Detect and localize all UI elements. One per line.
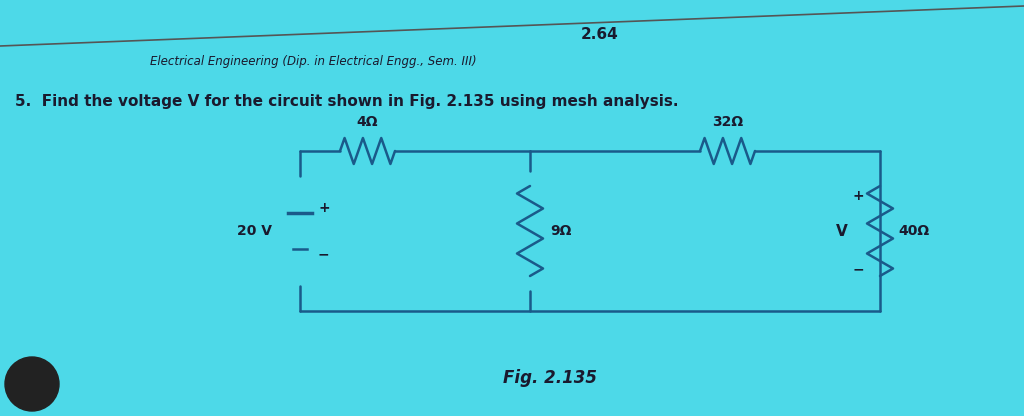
Text: −: − (318, 247, 330, 261)
Text: V: V (837, 223, 848, 238)
Text: Fig. 2.135: Fig. 2.135 (503, 369, 597, 387)
Text: 20 V: 20 V (238, 224, 272, 238)
Text: 40Ω: 40Ω (898, 224, 929, 238)
Text: +: + (852, 189, 864, 203)
Text: 4Ω: 4Ω (356, 115, 378, 129)
Text: 2.64: 2.64 (582, 27, 618, 42)
Text: +: + (318, 201, 330, 215)
Text: 5.  Find the voltage V for the circuit shown in Fig. 2.135 using mesh analysis.: 5. Find the voltage V for the circuit sh… (15, 94, 679, 109)
Text: −: − (852, 262, 864, 276)
Text: Electrical Engineering (Dip. in Electrical Engg., Sem. III): Electrical Engineering (Dip. in Electric… (150, 54, 476, 67)
Text: 32Ω: 32Ω (712, 115, 743, 129)
Text: 9Ω: 9Ω (550, 224, 571, 238)
Circle shape (5, 357, 59, 411)
